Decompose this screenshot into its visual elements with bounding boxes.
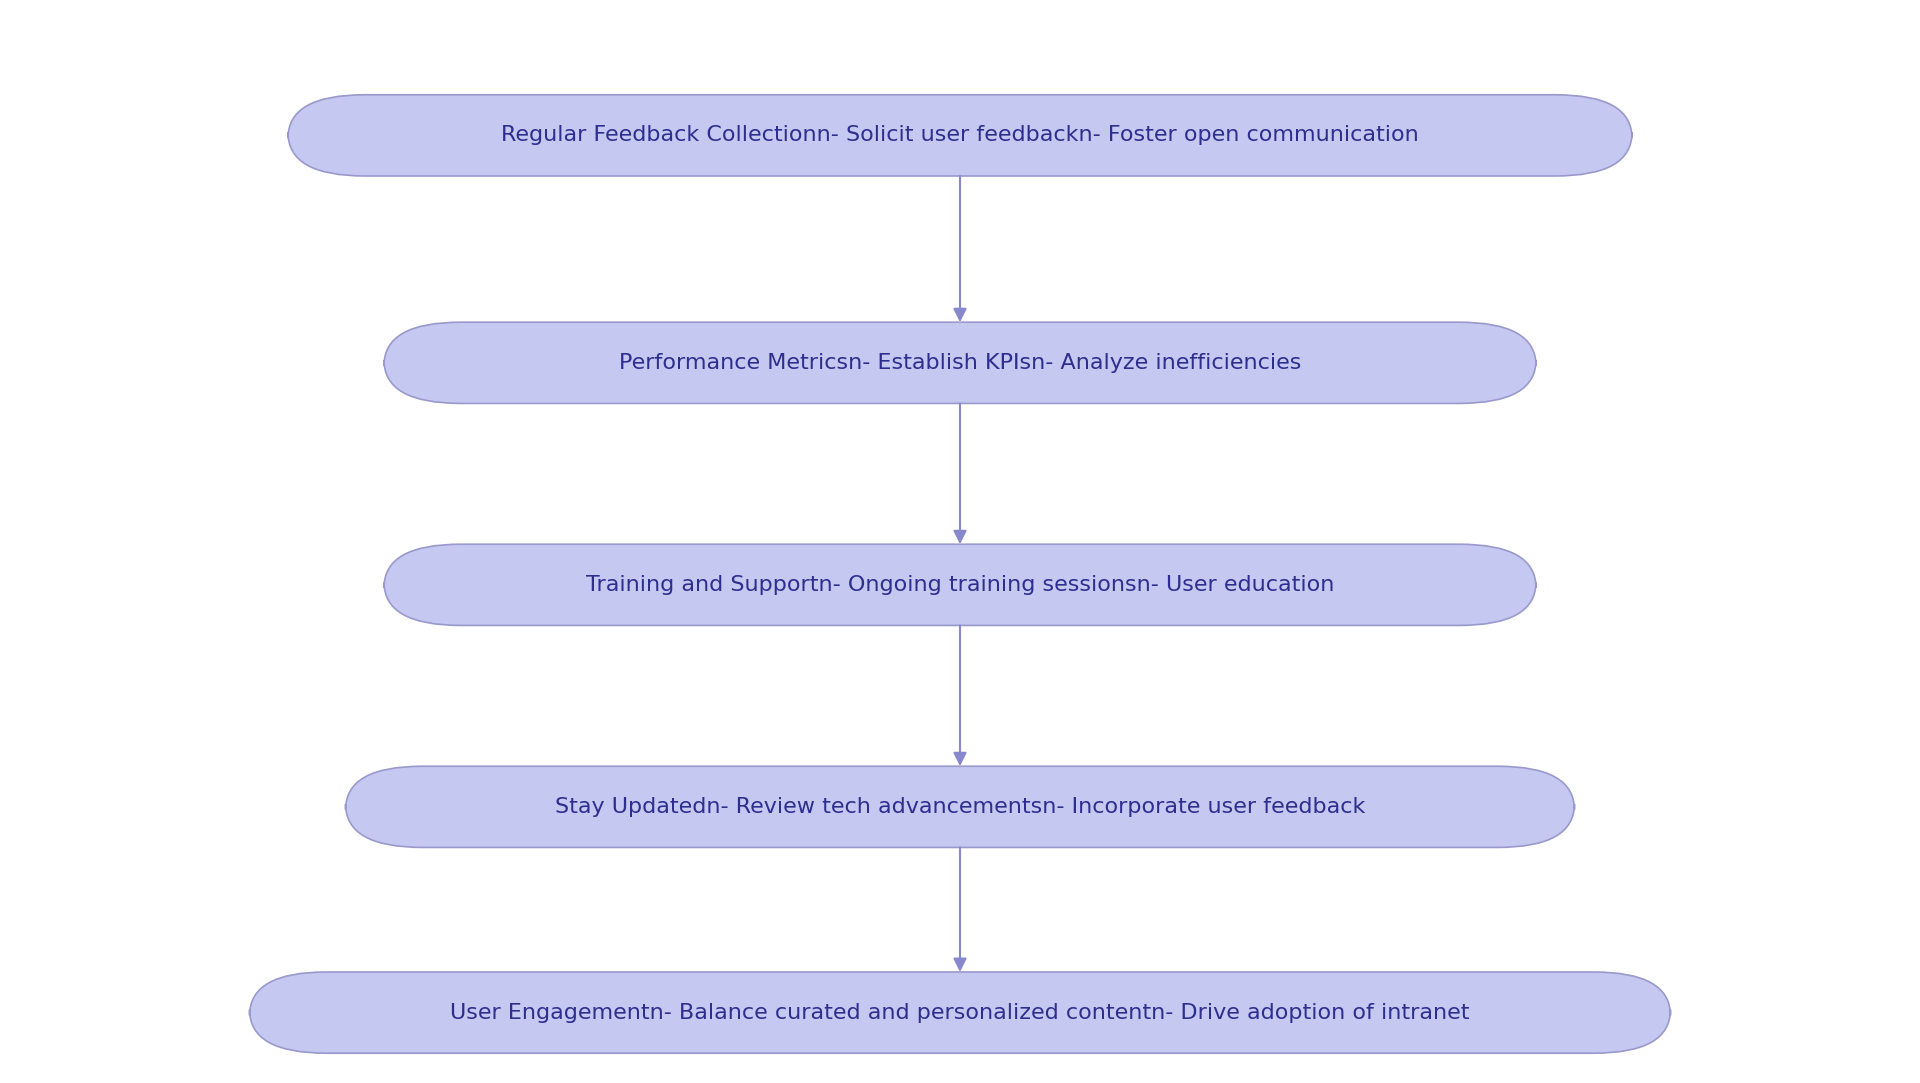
Text: Performance Metricsn- Establish KPIsn- Analyze inefficiencies: Performance Metricsn- Establish KPIsn- A… [618,353,1302,373]
Text: Regular Feedback Collectionn- Solicit user feedbackn- Foster open communication: Regular Feedback Collectionn- Solicit us… [501,126,1419,145]
FancyBboxPatch shape [384,323,1536,403]
FancyBboxPatch shape [384,544,1536,625]
Text: Stay Updatedn- Review tech advancementsn- Incorporate user feedback: Stay Updatedn- Review tech advancementsn… [555,797,1365,817]
FancyBboxPatch shape [346,767,1574,847]
Text: Training and Supportn- Ongoing training sessionsn- User education: Training and Supportn- Ongoing training … [586,575,1334,595]
FancyBboxPatch shape [250,973,1670,1053]
Text: User Engagementn- Balance curated and personalized contentn- Drive adoption of i: User Engagementn- Balance curated and pe… [451,1003,1469,1022]
FancyBboxPatch shape [288,95,1632,175]
